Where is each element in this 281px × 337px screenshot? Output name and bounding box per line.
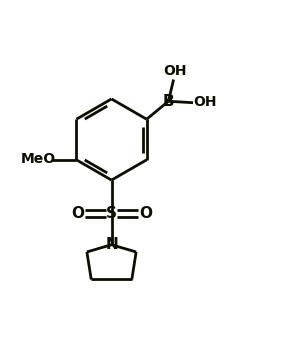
Text: O: O <box>71 206 84 221</box>
Text: B: B <box>163 94 174 109</box>
Text: OH: OH <box>193 95 217 109</box>
Text: O: O <box>139 206 152 221</box>
Text: N: N <box>105 237 118 252</box>
Text: MeO: MeO <box>21 152 56 166</box>
Text: OH: OH <box>163 64 187 78</box>
Text: S: S <box>106 206 117 221</box>
